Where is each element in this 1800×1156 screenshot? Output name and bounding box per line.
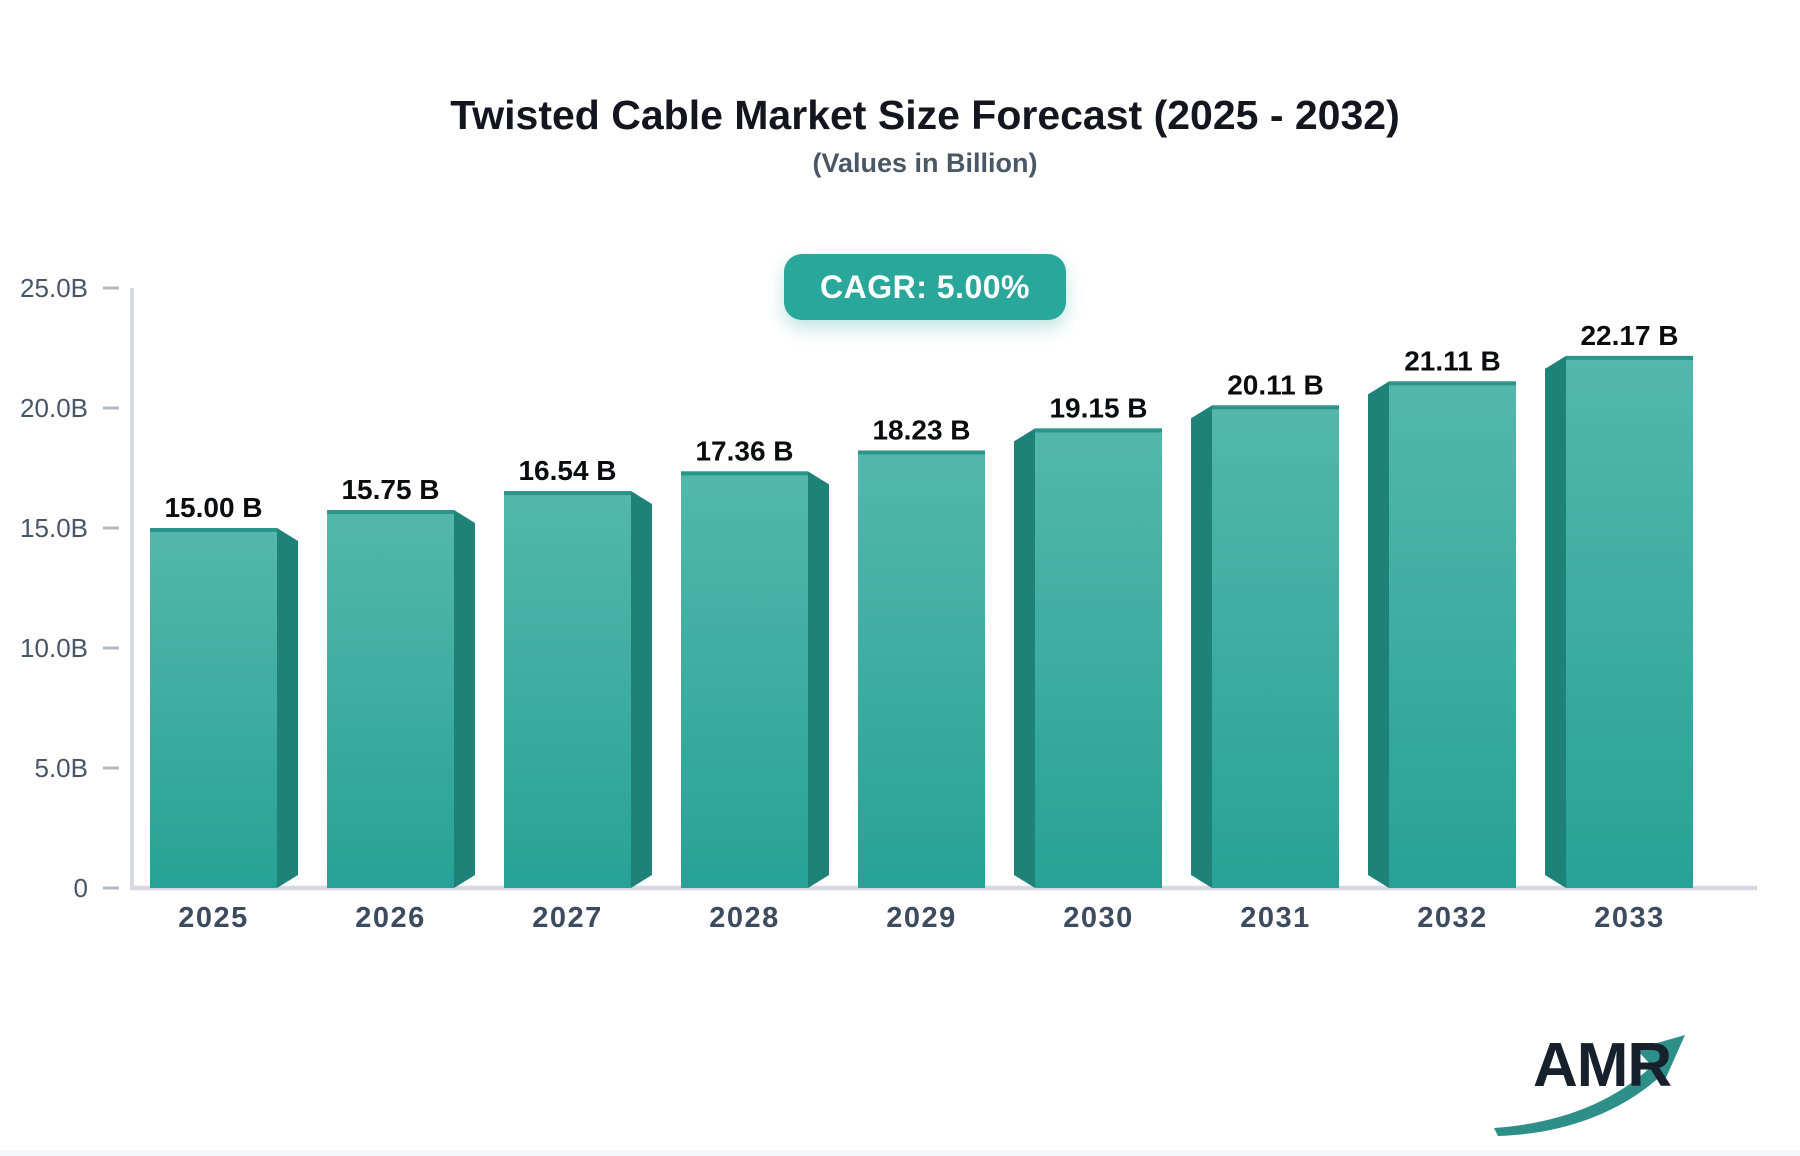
y-tick-label: 25.0B	[20, 273, 88, 303]
bar-value-label: 15.00 B	[164, 492, 262, 523]
cagr-badge: CAGR: 5.00%	[784, 254, 1066, 320]
chart-subtitle: (Values in Billion)	[812, 148, 1038, 178]
bar-value-label: 16.54 B	[518, 455, 616, 486]
bar-face[interactable]	[1035, 428, 1162, 888]
bar-side-face	[808, 471, 829, 888]
bar-face[interactable]	[504, 491, 631, 888]
bar-value-label: 17.36 B	[695, 435, 793, 466]
bar-group-2032[interactable]: 21.11 B	[1368, 345, 1516, 888]
x-tick-label: 2028	[709, 902, 780, 934]
y-tick-label: 10.0B	[20, 633, 88, 663]
bar-group-2030[interactable]: 19.15 B	[1014, 392, 1162, 888]
bar-group-2031[interactable]: 20.11 B	[1191, 369, 1339, 888]
bar-value-label: 20.11 B	[1227, 369, 1324, 400]
bar-value-label: 21.11 B	[1404, 345, 1501, 376]
bar-side-face	[1368, 381, 1389, 888]
bar-top-edge	[1566, 355, 1693, 360]
bar-group-2027[interactable]: 16.54 B	[504, 455, 652, 888]
x-tick-label: 2029	[886, 902, 957, 934]
bar-top-edge	[1389, 381, 1516, 386]
bar-group-2026[interactable]: 15.75 B	[327, 474, 475, 888]
bar-value-label: 22.17 B	[1580, 320, 1678, 351]
bar-side-face	[454, 510, 475, 888]
bar-group-2033[interactable]: 22.17 B	[1545, 320, 1693, 888]
bar-top-edge	[681, 471, 808, 476]
chart-title: Twisted Cable Market Size Forecast (2025…	[450, 92, 1400, 138]
bar-top-edge	[1212, 405, 1339, 410]
bar-face[interactable]	[858, 450, 985, 888]
bar-face[interactable]	[327, 510, 454, 888]
x-tick-label: 2026	[355, 902, 426, 934]
y-tick-label: 20.0B	[20, 393, 88, 423]
bar-value-label: 19.15 B	[1049, 392, 1147, 423]
bar-face[interactable]	[1389, 381, 1516, 888]
bar-value-label: 18.23 B	[872, 414, 970, 445]
bar-top-edge	[858, 450, 985, 455]
x-tick-label: 2030	[1063, 902, 1134, 934]
amr-logo: AMR	[1480, 1012, 1720, 1142]
bar-top-edge	[150, 528, 277, 532]
bar-side-face	[277, 528, 298, 888]
logo-text: AMR	[1533, 1031, 1672, 1100]
page-bottom-strip	[0, 1150, 1800, 1156]
x-tick-label: 2031	[1240, 902, 1311, 934]
x-tick-label: 2033	[1594, 902, 1665, 934]
y-tick-label: 15.0B	[20, 513, 88, 543]
bar-face[interactable]	[150, 528, 277, 888]
logo-growth-arrow-icon	[1494, 1035, 1685, 1136]
y-tick-label: 5.0B	[35, 753, 89, 783]
bar-face[interactable]	[1566, 355, 1693, 888]
bar-face[interactable]	[681, 471, 808, 888]
bar-side-face	[1545, 355, 1566, 888]
bar-face[interactable]	[1212, 405, 1339, 888]
bar-value-label: 15.75 B	[341, 474, 439, 505]
x-tick-label: 2032	[1417, 902, 1488, 934]
x-tick-label: 2027	[532, 902, 603, 934]
bar-group-2028[interactable]: 17.36 B	[681, 435, 829, 888]
y-tick-label: 0	[74, 873, 88, 903]
bar-top-edge	[1035, 428, 1162, 433]
bar-side-face	[1014, 428, 1035, 888]
x-tick-label: 2025	[178, 902, 249, 934]
bar-top-edge	[504, 491, 631, 496]
bar-group-2029[interactable]: 18.23 B	[858, 414, 985, 888]
bar-group-2025[interactable]: 15.00 B	[150, 492, 298, 888]
bar-top-edge	[327, 510, 454, 514]
bar-side-face	[1191, 405, 1212, 888]
bar-side-face	[631, 491, 652, 888]
